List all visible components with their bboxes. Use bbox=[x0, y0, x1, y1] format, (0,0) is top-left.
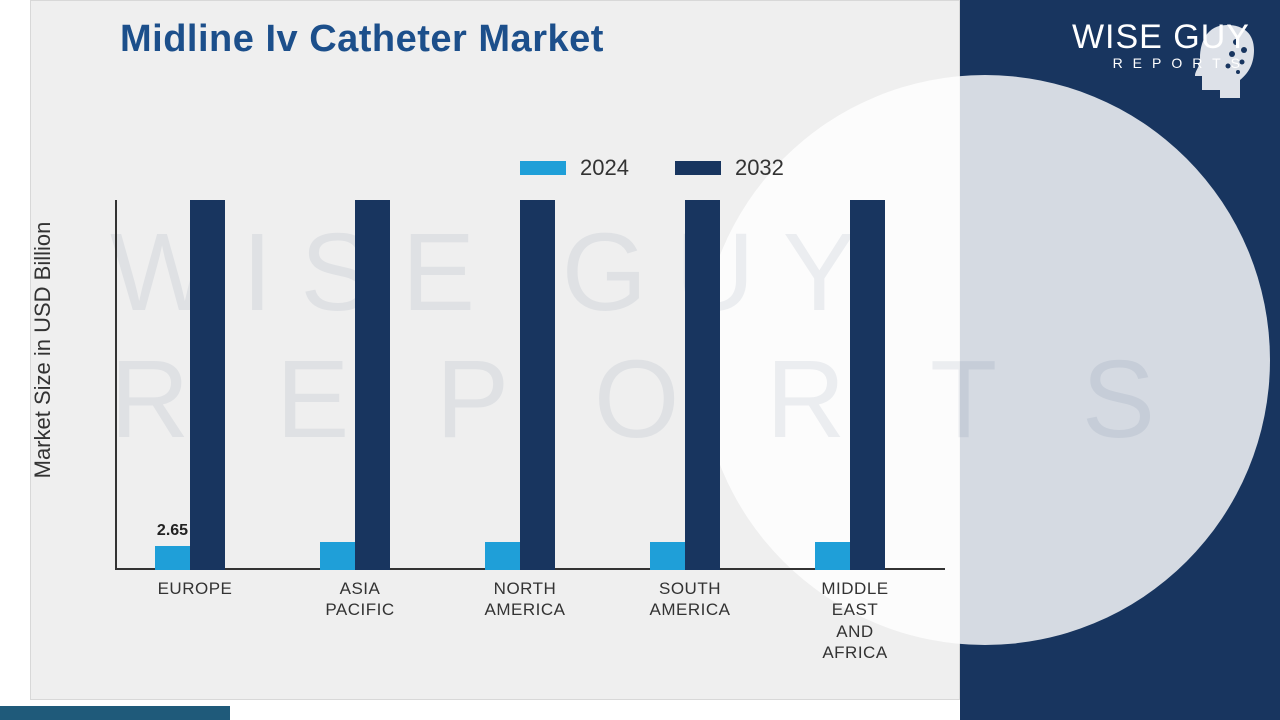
bar bbox=[355, 200, 390, 570]
bar bbox=[850, 200, 885, 570]
bar bbox=[650, 542, 685, 570]
chart-area: EUROPE2.65 ASIA PACIFIC NORTH AMERICA SOUTH… bbox=[115, 200, 945, 570]
bar bbox=[320, 542, 355, 570]
brand-logo: WISE GUY REPORTS bbox=[1072, 18, 1250, 71]
bar-group: SOUTH AMERICA bbox=[640, 200, 740, 570]
logo-line1: WISE GUY bbox=[1072, 18, 1250, 57]
chart-title: Midline Iv Catheter Market bbox=[120, 18, 604, 61]
bar bbox=[155, 546, 190, 571]
y-axis-line bbox=[115, 200, 117, 570]
category-label: SOUTH AMERICA bbox=[620, 578, 760, 621]
footer-accent-bar bbox=[0, 706, 230, 720]
legend-item-2024: 2024 bbox=[520, 155, 629, 181]
bar bbox=[190, 200, 225, 570]
bar-group: NORTH AMERICA bbox=[475, 200, 575, 570]
chart-canvas: WISE GUY R E P O R T S Midline Iv Cathet… bbox=[0, 0, 1280, 720]
legend-label-b: 2032 bbox=[735, 155, 784, 181]
bar bbox=[815, 542, 850, 570]
bar-group: ASIA PACIFIC bbox=[310, 200, 410, 570]
legend-swatch-a bbox=[520, 161, 566, 175]
legend-swatch-b bbox=[675, 161, 721, 175]
bar bbox=[485, 542, 520, 570]
bar bbox=[685, 200, 720, 570]
bar-group: EUROPE2.65 bbox=[145, 200, 245, 570]
legend: 2024 2032 bbox=[520, 155, 784, 181]
bar-group: MIDDLE EAST AND AFRICA bbox=[805, 200, 905, 570]
category-label: ASIA PACIFIC bbox=[290, 578, 430, 621]
legend-item-2032: 2032 bbox=[675, 155, 784, 181]
category-label: MIDDLE EAST AND AFRICA bbox=[785, 578, 925, 663]
category-label: NORTH AMERICA bbox=[455, 578, 595, 621]
bar bbox=[520, 200, 555, 570]
category-label: EUROPE bbox=[125, 578, 265, 599]
y-axis-label: Market Size in USD Billion bbox=[30, 93, 56, 350]
bar-value-label: 2.65 bbox=[157, 522, 188, 540]
logo-line2: REPORTS bbox=[1072, 55, 1250, 71]
legend-label-a: 2024 bbox=[580, 155, 629, 181]
